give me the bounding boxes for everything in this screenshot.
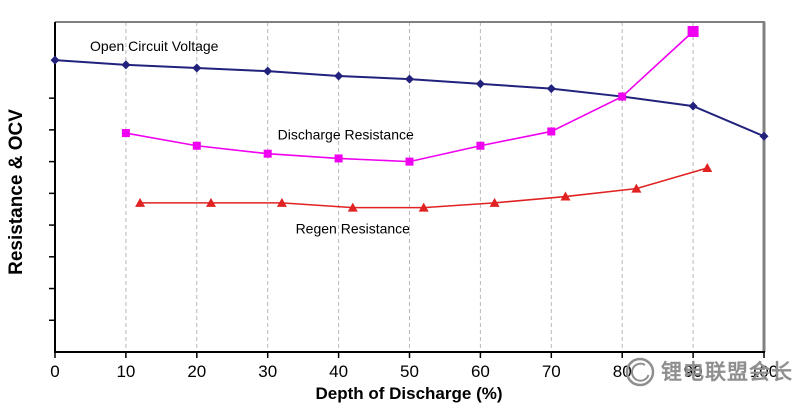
triangle-marker [702, 162, 713, 172]
square-marker [334, 154, 343, 163]
x-axis-title: Depth of Discharge (%) [315, 384, 502, 403]
x-tick-label: 0 [50, 362, 59, 381]
x-tick-label: 30 [258, 362, 277, 381]
triangle-marker [205, 197, 216, 207]
series-annotation: Regen Resistance [296, 220, 411, 236]
x-tick-label: 70 [542, 362, 561, 381]
y-axis-title: Resistance & OCV [6, 109, 27, 275]
triangle-marker [135, 197, 146, 207]
x-tick-label: 10 [116, 362, 135, 381]
x-tick-label: 80 [613, 362, 632, 381]
square-marker [476, 141, 485, 150]
diamond-marker [334, 71, 344, 81]
diamond-marker [759, 131, 769, 141]
triangle-marker [631, 183, 642, 193]
diamond-marker [688, 101, 698, 111]
x-tick-label: 60 [471, 362, 490, 381]
diamond-marker [475, 79, 485, 89]
diamond-marker [546, 84, 556, 94]
square-marker [618, 92, 627, 101]
x-tick-label: 90 [684, 362, 703, 381]
x-tick-label: 20 [187, 362, 206, 381]
triangle-marker [418, 202, 429, 212]
square-marker [547, 127, 556, 136]
square-marker [121, 129, 130, 138]
plot-area: 0 10 20 30 40 50 60 70 80 90 100 Open Circuit Volta… [49, 21, 778, 381]
square-marker [687, 26, 699, 38]
series-line-triangle [140, 167, 708, 209]
diamond-marker [50, 55, 60, 65]
diamond-marker [405, 74, 414, 84]
square-marker [405, 157, 414, 166]
diamond-marker [121, 60, 131, 70]
triangle-marker [560, 191, 571, 201]
triangle-marker [489, 197, 500, 207]
x-tick-label: 100 [750, 362, 778, 381]
diamond-marker [192, 63, 202, 73]
diamond-marker [263, 66, 273, 76]
x-tick-label: 50 [400, 362, 419, 381]
triangle-marker [276, 197, 287, 207]
series-annotation: Discharge Resistance [278, 127, 414, 143]
square-marker [263, 149, 272, 158]
square-marker [192, 141, 201, 150]
x-tick-label: 40 [329, 362, 348, 381]
triangle-marker [347, 202, 358, 212]
series-annotation: Open Circuit Voltage [90, 38, 219, 54]
